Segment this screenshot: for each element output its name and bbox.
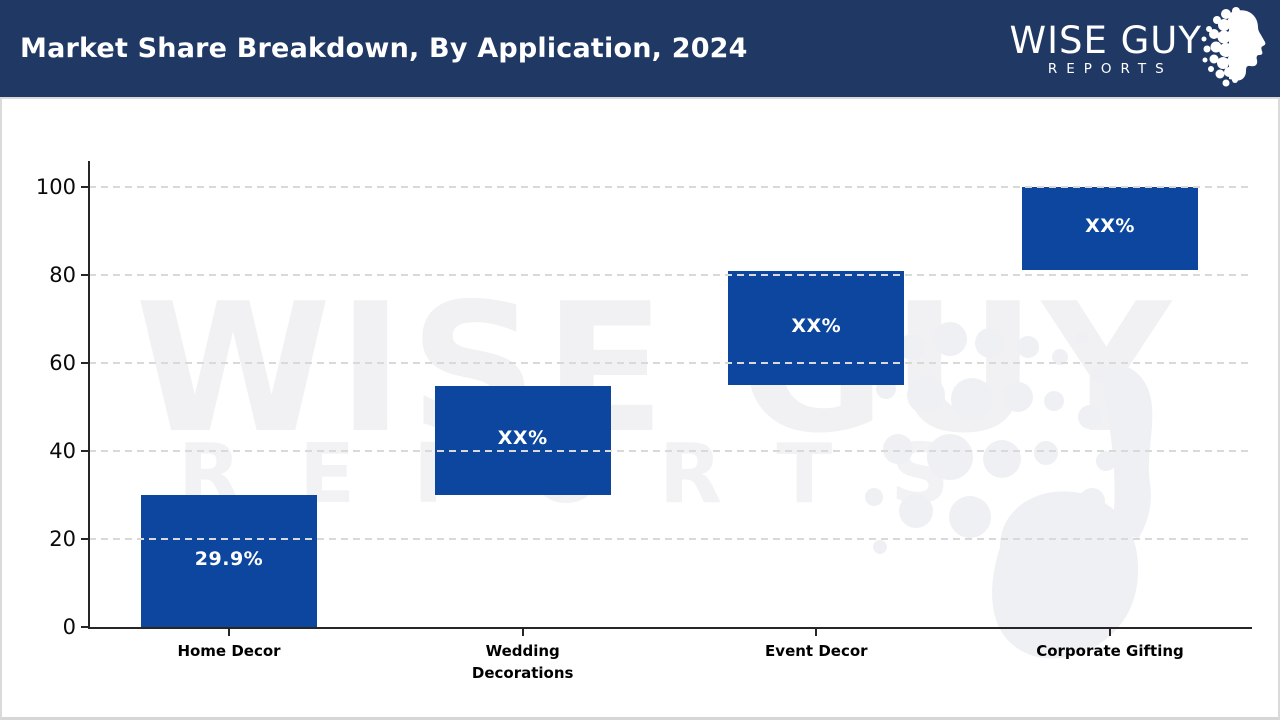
y-tick-label-40: 40 bbox=[49, 439, 76, 463]
gridline-100 bbox=[89, 186, 1252, 188]
x-tick-home-decor bbox=[228, 628, 230, 636]
watermark-wordmark: WISE GUY bbox=[135, 265, 1177, 472]
y-axis-line bbox=[88, 161, 90, 629]
logo-wordmark: WISE GUY REPORTS bbox=[1010, 22, 1202, 77]
header: Market Share Breakdown, By Application, … bbox=[0, 0, 1280, 97]
y-tick-100 bbox=[81, 186, 88, 188]
watermark-face-icon bbox=[865, 322, 1153, 659]
bar-label-event-decor: XX% bbox=[791, 314, 842, 337]
y-tick-0 bbox=[81, 626, 88, 628]
x-axis-line bbox=[88, 627, 1252, 629]
y-tick-label-80: 80 bbox=[49, 263, 76, 287]
logo-face-icon bbox=[1201, 7, 1266, 87]
y-tick-label-20: 20 bbox=[49, 527, 76, 551]
bar-home-decor bbox=[141, 495, 317, 627]
bar-label-corporate-gifting: XX% bbox=[1085, 215, 1135, 238]
y-tick-label-60: 60 bbox=[49, 351, 76, 375]
x-label-corporate-gifting: Corporate Gifting bbox=[1036, 642, 1184, 660]
gridline-20 bbox=[89, 538, 1252, 540]
x-tick-corporate-gifting bbox=[1109, 628, 1111, 636]
bar-corporate-gifting bbox=[1022, 187, 1198, 270]
logo-wordmark-text: WISE GUY bbox=[1009, 19, 1202, 62]
y-tick-60 bbox=[81, 362, 88, 364]
x-label-home-decor: Home Decor bbox=[177, 642, 281, 660]
bar-label-home-decor: 29.9% bbox=[194, 548, 264, 571]
logo-subtitle-text: REPORTS bbox=[1047, 61, 1173, 77]
bar-wedding-decorations bbox=[434, 385, 611, 495]
gridline-40 bbox=[89, 450, 1252, 452]
gridline-80 bbox=[89, 274, 1252, 276]
page-title: Market Share Breakdown, By Application, … bbox=[20, 33, 748, 64]
bar-event-decor bbox=[728, 270, 905, 385]
header-divider bbox=[0, 97, 1280, 99]
x-tick-event-decor bbox=[815, 628, 818, 636]
bar-label-wedding-decorations: XX% bbox=[497, 427, 548, 450]
y-tick-80 bbox=[81, 274, 88, 276]
x-label-wedding-decorations: Wedding Decorations bbox=[471, 642, 574, 682]
wise-guy-logo: WISE GUY REPORTS bbox=[1010, 4, 1270, 94]
gridline-60 bbox=[89, 362, 1252, 364]
x-tick-wedding-decorations bbox=[521, 628, 524, 636]
y-tick-label-100: 100 bbox=[35, 175, 76, 199]
y-tick-label-0: 0 bbox=[62, 615, 76, 639]
y-tick-40 bbox=[81, 450, 88, 452]
y-tick-20 bbox=[81, 538, 88, 540]
x-label-event-decor: Event Decor bbox=[765, 642, 868, 660]
